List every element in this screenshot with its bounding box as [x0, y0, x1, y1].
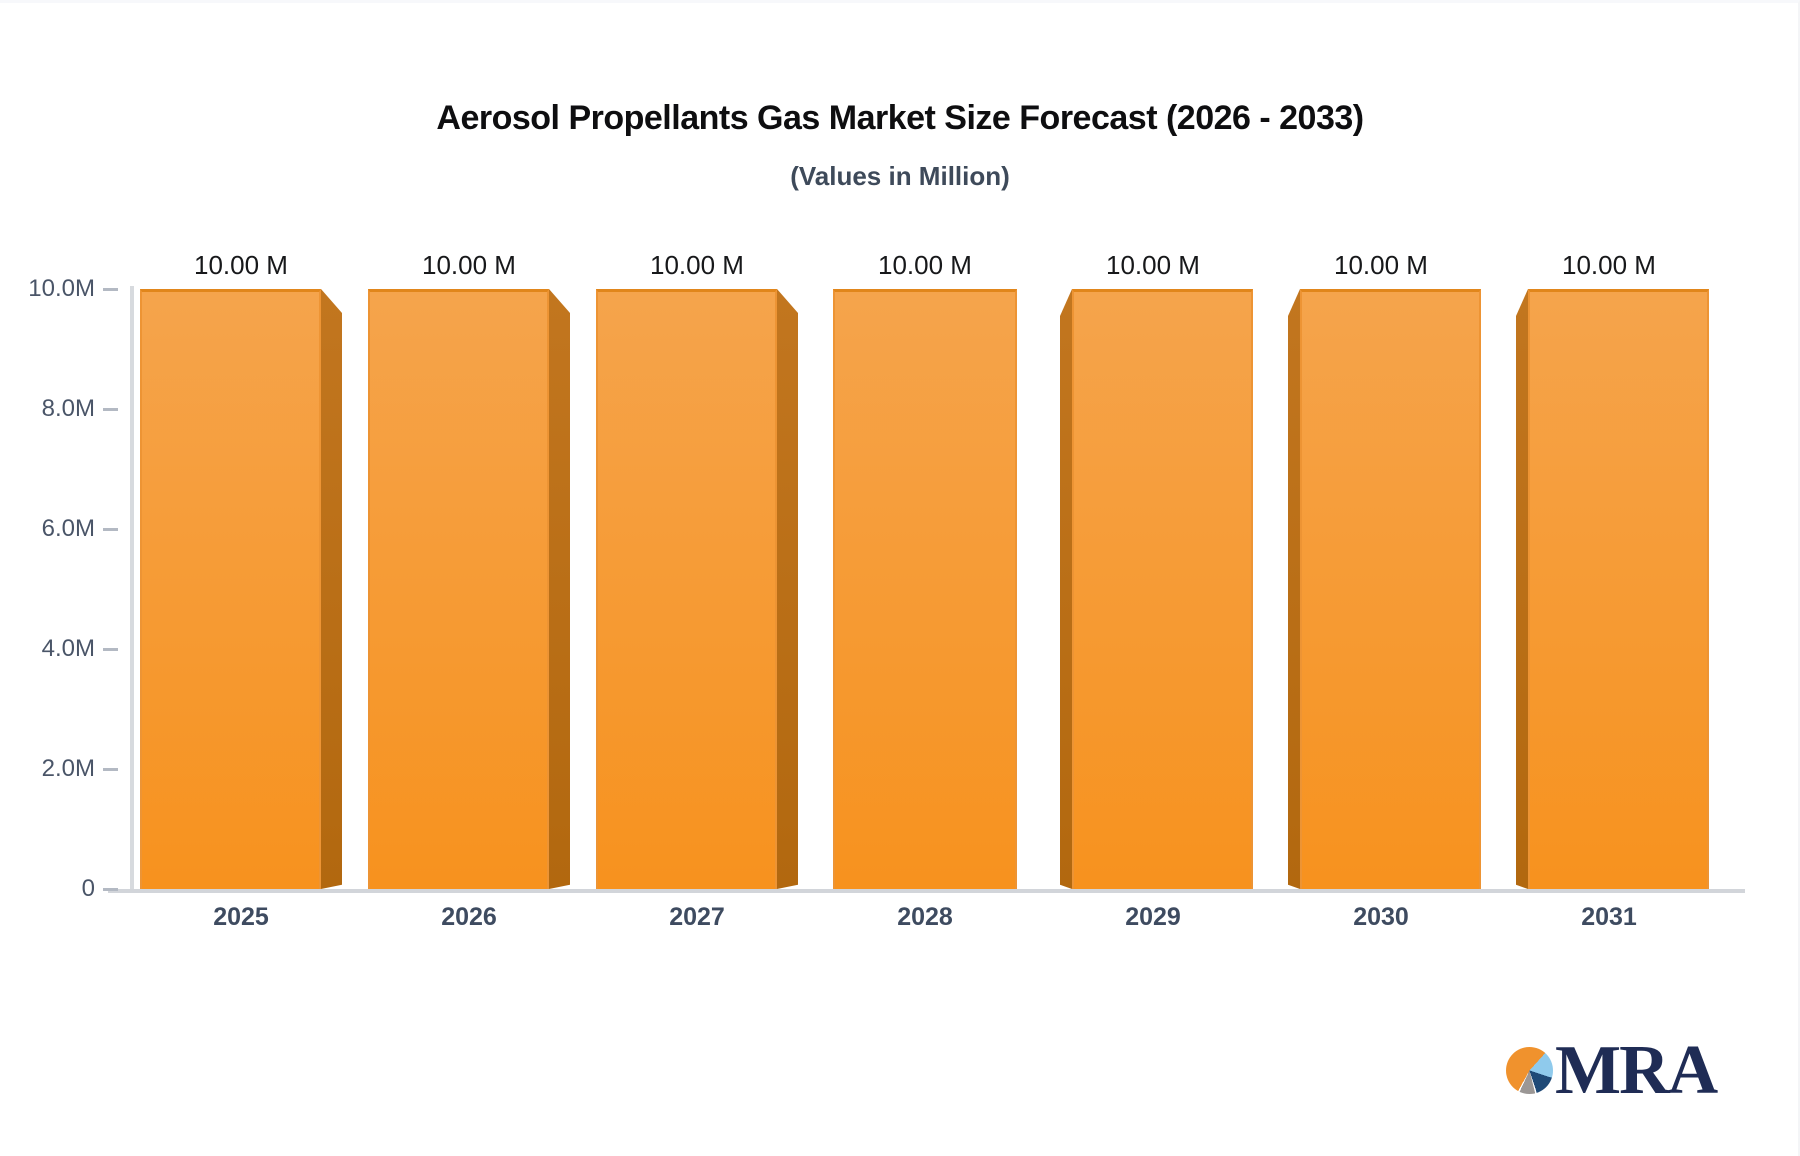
- bar-value-label: 10.00 M: [878, 250, 972, 280]
- logo-text: MRA: [1555, 1032, 1718, 1109]
- bar-value-label: 10.00 M: [1562, 250, 1656, 280]
- y-tick-label: 4.0M: [41, 635, 95, 662]
- bar-3d-side: [1288, 289, 1300, 889]
- y-tick-label: 0: [81, 875, 95, 902]
- y-axis-line: [130, 286, 134, 891]
- bar-value-label: 10.00 M: [1106, 250, 1200, 280]
- plot-area: 10.0M 8.0M 6.0M 4.0M 2.0M 0 10.00 M 2025 10.00 …: [0, 3, 1800, 1156]
- bar: [596, 289, 777, 889]
- y-tick-label: 10.0M: [28, 275, 95, 302]
- y-tick-label: 2.0M: [41, 755, 95, 782]
- bar-value-label: 10.00 M: [422, 250, 516, 280]
- y-tick-mark: [103, 408, 118, 411]
- y-tick-label: 8.0M: [41, 395, 95, 422]
- bar-group-2028: 10.00 M 2028: [824, 250, 1026, 931]
- bar-3d-side: [777, 289, 798, 889]
- bar-3d-side: [321, 289, 342, 889]
- bar: [1528, 289, 1709, 889]
- bar-group-2027: 10.00 M 2027: [596, 250, 798, 931]
- bar-group-2031: 10.00 M 2031: [1508, 250, 1710, 931]
- bar-value-label: 10.00 M: [1334, 250, 1428, 280]
- bar: [1072, 289, 1253, 889]
- bar: [368, 289, 549, 889]
- bar: [1300, 289, 1481, 889]
- chart-title: Aerosol Propellants Gas Market Size Fore…: [436, 99, 1364, 137]
- x-axis-baseline: [108, 889, 1745, 893]
- bar-3d-side: [1060, 289, 1072, 889]
- y-tick-label: 6.0M: [41, 515, 95, 542]
- bar-value-label: 10.00 M: [194, 250, 288, 280]
- bar: [140, 289, 321, 889]
- mra-logo: MRA: [1504, 1032, 1718, 1113]
- bar: [833, 289, 1017, 889]
- y-tick-mark: [103, 888, 118, 891]
- x-tick-label: 2027: [669, 903, 725, 931]
- x-tick-label: 2029: [1125, 903, 1181, 931]
- bar-value-label: 10.00 M: [650, 250, 744, 280]
- x-tick-label: 2028: [897, 903, 953, 931]
- bar-group-2026: 10.00 M 2026: [368, 250, 570, 931]
- x-tick-label: 2030: [1353, 903, 1409, 931]
- y-tick-mark: [103, 288, 118, 291]
- y-tick-mark: [103, 768, 118, 771]
- y-tick-mark: [103, 648, 118, 651]
- bar-group-2025: 10.00 M 2025: [140, 250, 342, 931]
- bar-3d-side: [1516, 289, 1528, 889]
- pie-chart-logo-icon: [1506, 1047, 1553, 1094]
- bar-group-2030: 10.00 M 2030: [1280, 250, 1482, 931]
- y-tick-mark: [103, 528, 118, 531]
- x-tick-label: 2026: [441, 903, 497, 931]
- bar-group-2029: 10.00 M 2029: [1052, 250, 1254, 931]
- bar-3d-side: [549, 289, 570, 889]
- x-tick-label: 2025: [213, 903, 269, 931]
- x-tick-label: 2031: [1581, 903, 1637, 931]
- chart-subtitle: (Values in Million): [790, 161, 1010, 191]
